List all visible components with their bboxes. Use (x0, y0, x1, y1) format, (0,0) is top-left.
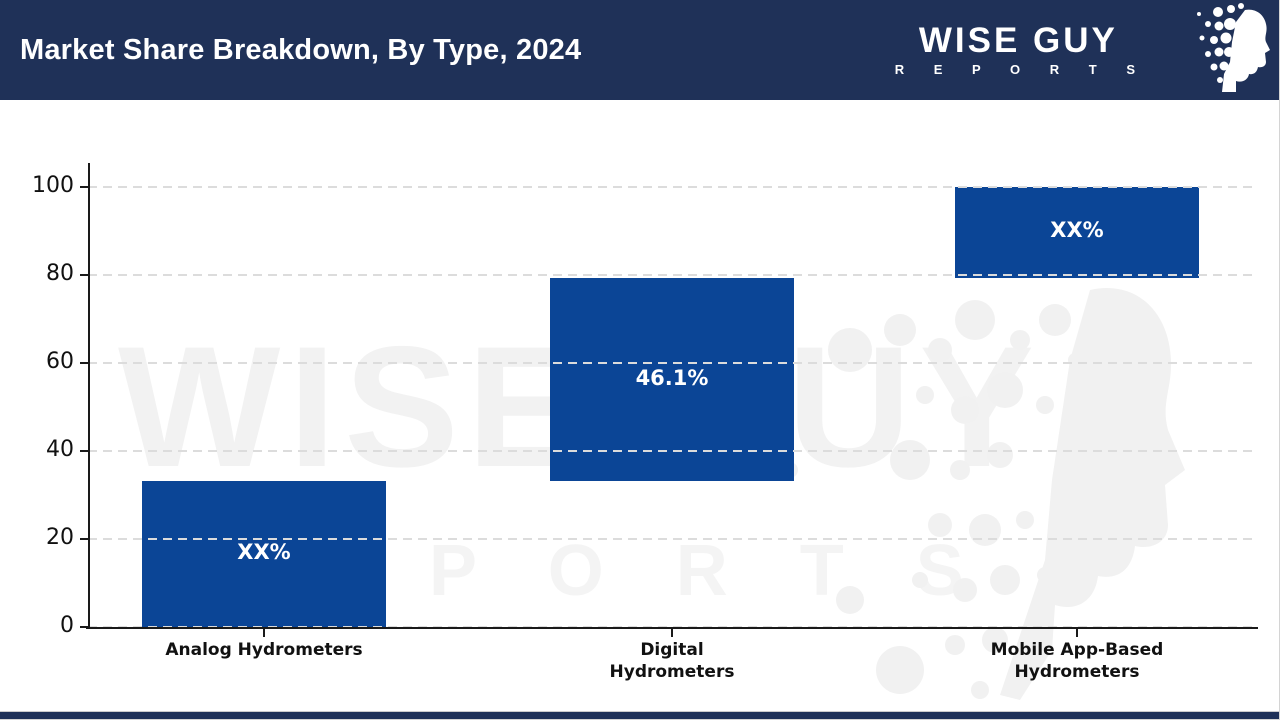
y-tick-label: 80 (46, 260, 74, 286)
logo-subtitle: R E P O R T S (894, 62, 1148, 77)
gridline (88, 185, 1258, 188)
bar-value-label: 46.1% (635, 365, 709, 390)
gridline (88, 361, 1258, 364)
y-tick-mark (80, 626, 88, 628)
y-tick-mark (80, 361, 88, 364)
y-tick-label: 100 (32, 172, 74, 198)
y-tick-mark (80, 273, 88, 276)
y-tick-mark (80, 185, 88, 188)
header-band: Market Share Breakdown, By Type, 2024 WI… (0, 0, 1279, 100)
bar-value-label: XX% (1050, 218, 1104, 243)
chart-title: Market Share Breakdown, By Type, 2024 (20, 33, 582, 66)
y-tick-label: 40 (46, 436, 74, 462)
gridline (88, 273, 1258, 276)
x-tick-mark (671, 629, 673, 637)
bar-value-label: XX% (237, 540, 291, 565)
watermark-face-icon (790, 288, 1185, 700)
x-tick-mark (1076, 629, 1078, 637)
x-category-label: Mobile App-Based Hydrometers (990, 640, 1164, 682)
bar-segment (142, 481, 386, 627)
bar-segment (550, 278, 794, 482)
footer-divider (0, 711, 1279, 712)
x-axis-line (86, 627, 1258, 629)
y-tick-label: 20 (46, 524, 74, 550)
x-category-label: Analog Hydrometers (165, 640, 363, 660)
y-tick-mark (80, 449, 88, 452)
y-tick-label: 0 (60, 613, 74, 638)
y-tick-mark (80, 537, 88, 540)
wise-guy-reports-logo: WISE GUY R E P O R T S (889, 0, 1279, 100)
bar-segment (955, 186, 1199, 279)
logo-wordmark: WISE GUY (918, 21, 1118, 60)
x-tick-mark (263, 629, 265, 637)
x-category-label: Digital Hydrometers (609, 640, 735, 682)
logo-face-icon (1197, 3, 1270, 92)
chart-plot-area: WISE GUY R E P O R T S XX% 46.1% XX% 0 20 40 6… (0, 100, 1279, 713)
logo-text: WISE GUY R E P O R T S (889, 23, 1148, 77)
gridline (88, 537, 1258, 540)
footer-band (0, 712, 1279, 719)
y-tick-label: 60 (46, 348, 74, 374)
y-axis-line (88, 163, 90, 629)
gridline (88, 449, 1258, 452)
